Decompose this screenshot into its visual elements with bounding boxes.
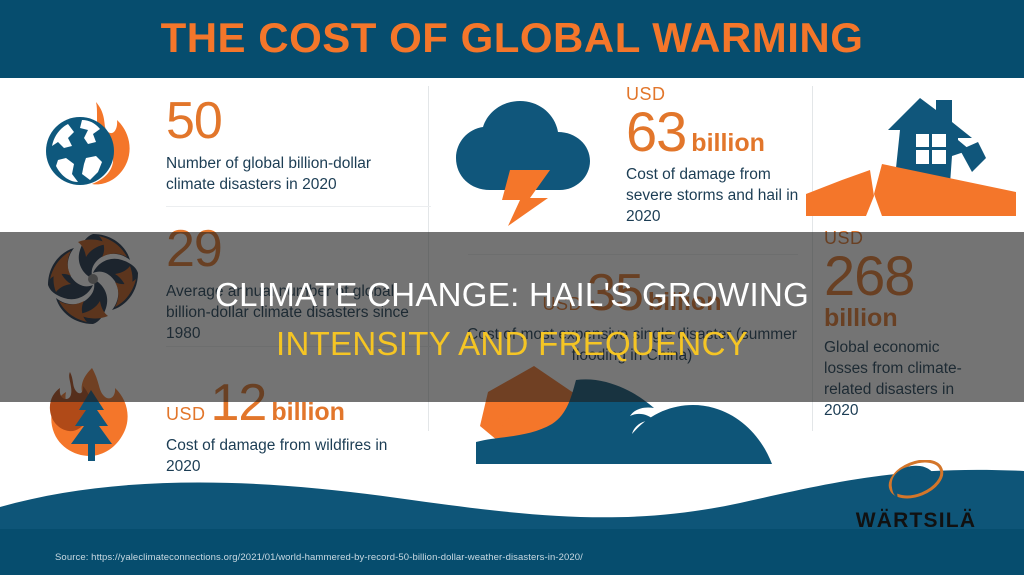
overlay-scrim <box>0 232 1024 402</box>
wildfire-tree-icon <box>42 366 142 471</box>
stat-storms-hail-label: Cost of damage from severe storms and ha… <box>626 166 799 225</box>
header-bar: THE COST OF GLOBAL WARMING <box>0 0 1024 78</box>
stat-disasters-2020-label: Number of global billion-dollar climate … <box>166 155 372 193</box>
stat-disasters-2020-text: 50 Number of global billion-dollar clima… <box>166 94 416 195</box>
brand-name: WÄRTSILÄ <box>855 509 977 532</box>
stat-wildfires-currency: USD <box>166 404 206 424</box>
wartsila-swirl-logo <box>888 459 944 499</box>
stat-disasters-2020: 50 Number of global billion-dollar clima… <box>28 88 428 196</box>
overlay-headline: CLIMATE CHANGE: HAIL'S GROWING INTENSITY… <box>0 270 1024 368</box>
stat-storms-hail-text: USD 63 billion Cost of damage from sever… <box>626 84 816 227</box>
stat-storms-hail: USD 63 billion Cost of damage from sever… <box>448 84 808 244</box>
storm-cloud-lightning-icon <box>450 98 610 233</box>
stat-storms-hail-currency: USD <box>626 84 666 104</box>
page-title: THE COST OF GLOBAL WARMING <box>160 14 864 61</box>
source-citation: Source: https://yaleclimateconnections.o… <box>55 552 583 563</box>
divider-horizontal-left-1 <box>166 206 431 207</box>
stat-wildfires-unit: billion <box>271 398 345 426</box>
stat-storms-hail-value: 63 <box>626 100 687 163</box>
globe-flame-icon <box>38 98 148 198</box>
brand-logo: WÄRTSILÄ <box>846 459 986 533</box>
stat-storms-hail-unit: billion <box>691 129 765 157</box>
overlay-headline-line2: INTENSITY AND FREQUENCY <box>275 325 749 362</box>
landslide-house-icon <box>800 88 1020 243</box>
stat-storms-hail-amount: 63 billion <box>626 104 816 160</box>
stat-disasters-2020-value: 50 <box>166 92 223 150</box>
source-bar <box>0 529 1024 575</box>
stat-wildfires-label: Cost of damage from wildfires in 2020 <box>166 437 388 475</box>
overlay-headline-line1: CLIMATE CHANGE: HAIL'S GROWING <box>214 276 810 313</box>
